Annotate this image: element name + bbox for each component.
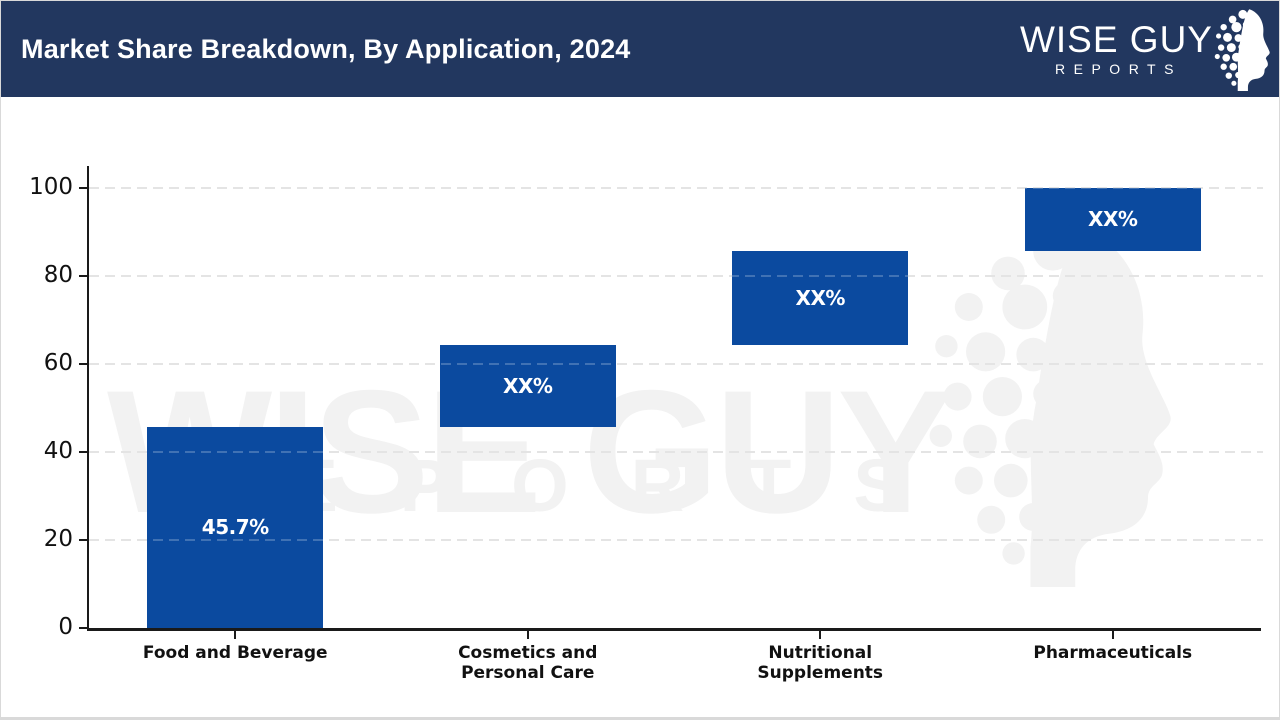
gridline [89, 187, 1263, 189]
bar: XX% [1024, 188, 1201, 251]
logo-wordmark: WISE GUY [1019, 19, 1213, 60]
bar: XX% [439, 345, 616, 427]
bar: 45.7% [147, 426, 324, 628]
x-axis-line [87, 628, 1261, 631]
gridline-overlay [89, 539, 1263, 541]
x-tick-mark [1111, 630, 1114, 639]
y-tick-mark [79, 187, 88, 189]
y-tick-mark [79, 451, 88, 453]
category-label: Nutritional Supplements [757, 643, 884, 683]
gridline [89, 363, 1263, 365]
x-tick-mark [819, 630, 822, 639]
bar-value-label: 45.7% [201, 515, 269, 540]
y-tick-label: 40 [43, 438, 73, 464]
gridline [89, 451, 1263, 453]
bar-value-label: XX% [1088, 207, 1138, 232]
y-tick-mark [79, 627, 88, 629]
y-tick-label: 100 [29, 174, 73, 200]
bar-value-label: XX% [795, 285, 846, 310]
y-tick-label: 0 [58, 614, 73, 640]
gridline-overlay [89, 451, 1263, 453]
watermark-head-icon [929, 228, 1171, 587]
y-tick-mark [79, 363, 88, 365]
wiseguy-logo: WISE GUY REPORTS [1020, 1, 1271, 97]
logo-subtitle: REPORTS [1055, 61, 1182, 77]
category-label: Pharmaceuticals [1033, 643, 1193, 663]
x-tick-mark [526, 630, 529, 639]
y-tick-mark [79, 275, 88, 277]
category-label: Cosmetics and Personal Care [458, 643, 598, 683]
y-tick-mark [79, 539, 88, 541]
category-label: Food and Beverage [142, 643, 328, 663]
bar: XX% [732, 250, 909, 346]
logo-text: WISE GUY REPORTS [1020, 21, 1213, 77]
wiseguy-head-icon [1214, 8, 1270, 91]
y-tick-label: 60 [43, 350, 73, 376]
header-bar: Market Share Breakdown, By Application, … [1, 1, 1279, 97]
page-title: Market Share Breakdown, By Application, … [21, 33, 631, 64]
plot-area: WISE GUY REPORTS 45.7% XX% XX% XX% 0 20 40 60 80… [1, 97, 1279, 717]
gridline-overlay [89, 187, 1263, 189]
gridline-overlay [89, 363, 1263, 365]
y-tick-label: 20 [43, 526, 73, 552]
x-tick-mark [234, 630, 237, 639]
gridline [89, 275, 1263, 277]
gridline-overlay [89, 275, 1263, 277]
bar-value-label: XX% [503, 373, 553, 398]
gridline [89, 539, 1263, 541]
y-tick-label: 80 [43, 262, 73, 288]
y-axis-line [87, 166, 89, 630]
